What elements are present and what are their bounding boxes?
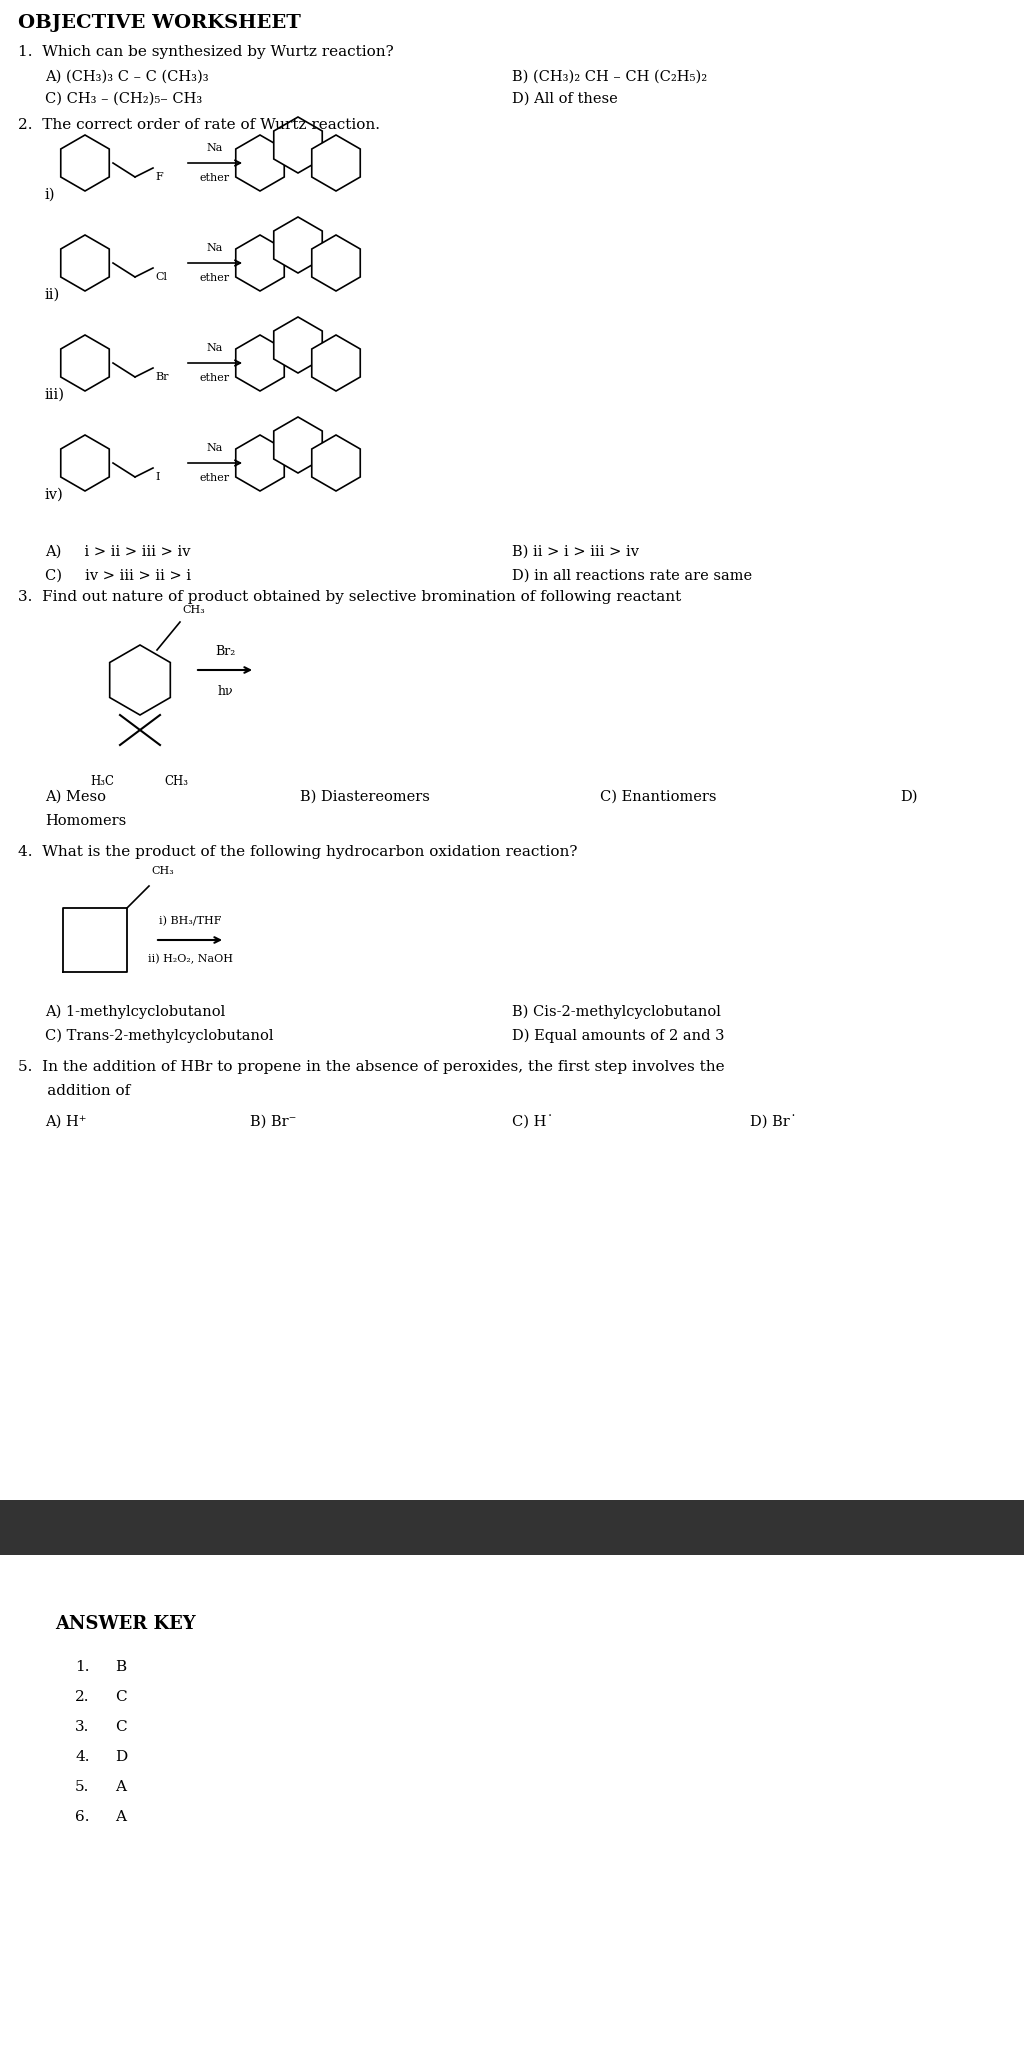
Text: ii): ii) [45, 289, 60, 301]
Text: D) All of these: D) All of these [512, 93, 617, 105]
Text: Na: Na [207, 142, 223, 153]
Text: 2.: 2. [75, 1690, 89, 1705]
Text: i): i) [45, 188, 55, 202]
Text: CH₃: CH₃ [164, 774, 188, 788]
Text: ether: ether [200, 272, 230, 283]
Text: Cl: Cl [155, 272, 167, 283]
Text: C: C [115, 1690, 127, 1705]
Text: A) (CH₃)₃ C – C (CH₃)₃: A) (CH₃)₃ C – C (CH₃)₃ [45, 70, 209, 85]
Text: ether: ether [200, 374, 230, 384]
Text: Homomers: Homomers [45, 813, 126, 828]
Text: Br₂: Br₂ [215, 644, 236, 658]
Text: 4.  What is the product of the following hydrocarbon oxidation reaction?: 4. What is the product of the following … [18, 844, 578, 859]
Polygon shape [311, 134, 360, 192]
Polygon shape [110, 644, 170, 714]
Text: H₃C: H₃C [90, 774, 114, 788]
Polygon shape [60, 334, 110, 390]
Text: D) Equal amounts of 2 and 3: D) Equal amounts of 2 and 3 [512, 1030, 725, 1044]
Text: B) (CH₃)₂ CH – CH (C₂H₅)₂: B) (CH₃)₂ CH – CH (C₂H₅)₂ [512, 70, 708, 85]
Polygon shape [60, 436, 110, 491]
Bar [0, 1501, 1024, 1554]
Text: C) Enantiomers: C) Enantiomers [600, 791, 717, 805]
Polygon shape [60, 235, 110, 291]
Text: A: A [115, 1779, 126, 1794]
Text: C) Trans-2-methylcyclobutanol: C) Trans-2-methylcyclobutanol [45, 1030, 273, 1044]
Text: A) Meso: A) Meso [45, 791, 106, 805]
Text: CH₃: CH₃ [151, 867, 174, 875]
Polygon shape [236, 134, 285, 192]
Text: B) Diastereomers: B) Diastereomers [300, 791, 430, 805]
Text: C) H˙: C) H˙ [512, 1115, 554, 1129]
Text: F: F [155, 171, 163, 182]
Polygon shape [273, 118, 323, 173]
Polygon shape [311, 235, 360, 291]
Polygon shape [236, 235, 285, 291]
Polygon shape [236, 436, 285, 491]
Text: A) H⁺: A) H⁺ [45, 1115, 86, 1129]
Text: D: D [115, 1750, 127, 1765]
Text: ii) H₂O₂, NaOH: ii) H₂O₂, NaOH [147, 954, 232, 964]
Text: Na: Na [207, 244, 223, 254]
Polygon shape [273, 318, 323, 374]
Text: A: A [115, 1810, 126, 1825]
Polygon shape [273, 417, 323, 473]
Text: 1.: 1. [75, 1659, 89, 1674]
Text: Na: Na [207, 343, 223, 353]
Text: C: C [115, 1719, 127, 1734]
Text: CH₃: CH₃ [182, 605, 205, 615]
Text: 6.: 6. [75, 1810, 89, 1825]
Text: Br: Br [155, 372, 169, 382]
Text: 3.: 3. [75, 1719, 89, 1734]
Text: 5.: 5. [75, 1779, 89, 1794]
Text: B) Cis-2-methylcyclobutanol: B) Cis-2-methylcyclobutanol [512, 1005, 721, 1020]
Text: B) ii > i > iii > iv: B) ii > i > iii > iv [512, 545, 639, 559]
Text: OBJECTIVE WORKSHEET: OBJECTIVE WORKSHEET [18, 14, 301, 33]
Text: Na: Na [207, 444, 223, 452]
Text: addition of: addition of [18, 1084, 130, 1098]
Text: i) BH₃/THF: i) BH₃/THF [159, 916, 221, 927]
Text: D) Br˙: D) Br˙ [750, 1115, 797, 1129]
Text: 4.: 4. [75, 1750, 89, 1765]
Text: iv): iv) [45, 487, 63, 502]
Text: iii): iii) [45, 388, 65, 402]
Text: 5.  In the addition of HBr to propene in the absence of peroxides, the first ste: 5. In the addition of HBr to propene in … [18, 1061, 725, 1073]
Text: A)     i > ii > iii > iv: A) i > ii > iii > iv [45, 545, 190, 559]
Text: C)     iv > iii > ii > i: C) iv > iii > ii > i [45, 570, 191, 582]
Text: B) Br⁻: B) Br⁻ [250, 1115, 296, 1129]
Text: 3.  Find out nature of product obtained by selective bromination of following re: 3. Find out nature of product obtained b… [18, 590, 681, 605]
Text: 1.  Which can be synthesized by Wurtz reaction?: 1. Which can be synthesized by Wurtz rea… [18, 45, 394, 60]
Text: ANSWER KEY: ANSWER KEY [55, 1614, 196, 1633]
Polygon shape [311, 334, 360, 390]
Text: C) CH₃ – (CH₂)₅– CH₃: C) CH₃ – (CH₂)₅– CH₃ [45, 93, 203, 105]
Text: ether: ether [200, 173, 230, 184]
Polygon shape [236, 334, 285, 390]
Polygon shape [60, 134, 110, 192]
Text: A) 1-methylcyclobutanol: A) 1-methylcyclobutanol [45, 1005, 225, 1020]
Text: ether: ether [200, 473, 230, 483]
Text: hν: hν [217, 685, 232, 698]
Text: B: B [115, 1659, 126, 1674]
Text: 2.  The correct order of rate of Wurtz reaction.: 2. The correct order of rate of Wurtz re… [18, 118, 380, 132]
Polygon shape [273, 217, 323, 272]
Text: D): D) [900, 791, 918, 805]
Text: D) in all reactions rate are same: D) in all reactions rate are same [512, 570, 752, 582]
Text: I: I [155, 473, 160, 483]
Polygon shape [311, 436, 360, 491]
